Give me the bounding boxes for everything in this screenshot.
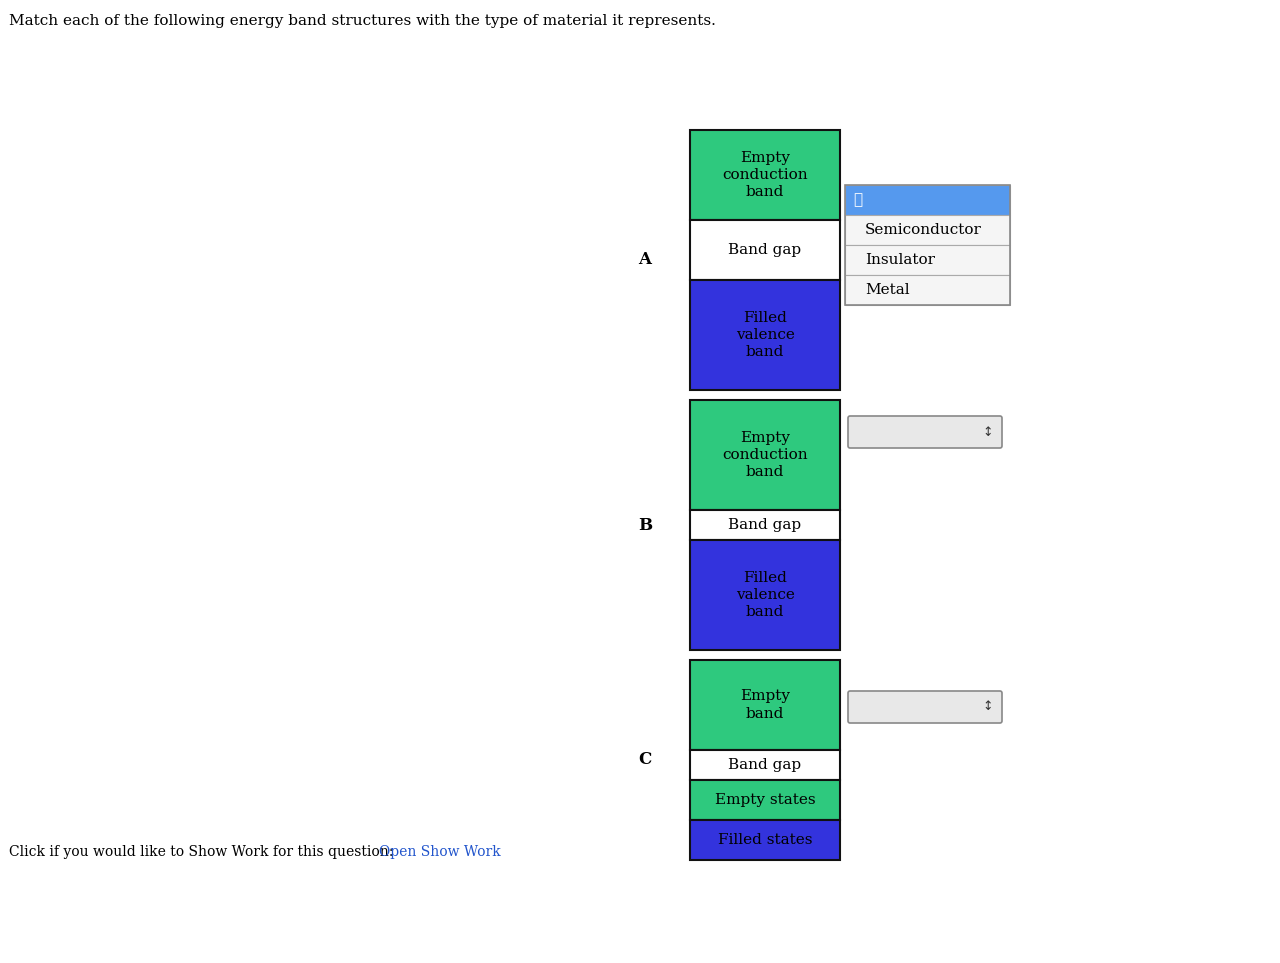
Text: B: B	[637, 516, 652, 534]
Text: Empty
band: Empty band	[740, 690, 790, 720]
Bar	[690, 750, 840, 780]
Text: ↕: ↕	[983, 426, 993, 438]
Text: Empty states: Empty states	[714, 793, 815, 807]
Bar	[690, 510, 840, 540]
Text: C: C	[639, 751, 652, 768]
Bar	[690, 130, 840, 220]
Bar	[690, 660, 840, 750]
Bar	[690, 280, 840, 390]
Text: Band gap: Band gap	[728, 758, 801, 772]
Text: A: A	[639, 251, 652, 269]
Text: ↕: ↕	[983, 700, 993, 714]
Text: Click if you would like to Show Work for this question:: Click if you would like to Show Work for…	[9, 845, 393, 859]
Text: Semiconductor: Semiconductor	[865, 223, 982, 237]
Text: Band gap: Band gap	[728, 243, 801, 257]
Bar	[845, 185, 1010, 215]
Text: Open Show Work: Open Show Work	[379, 845, 500, 859]
Bar	[690, 220, 840, 280]
Text: Band gap: Band gap	[728, 518, 801, 532]
FancyBboxPatch shape	[849, 416, 1002, 448]
Text: Empty
conduction
band: Empty conduction band	[722, 430, 808, 480]
Text: Empty
conduction
band: Empty conduction band	[722, 150, 808, 199]
Bar	[845, 275, 1010, 305]
Text: Match each of the following energy band structures with the type of material it : Match each of the following energy band …	[9, 14, 716, 28]
Text: Filled states: Filled states	[718, 833, 813, 847]
Bar	[690, 820, 840, 860]
Bar	[845, 215, 1010, 245]
Bar	[690, 400, 840, 510]
Text: ✓: ✓	[852, 193, 863, 207]
FancyBboxPatch shape	[849, 691, 1002, 723]
Text: Filled
valence
band: Filled valence band	[736, 571, 795, 619]
Bar	[690, 780, 840, 820]
Text: Metal: Metal	[865, 283, 910, 297]
Bar	[845, 185, 1010, 305]
Bar	[690, 540, 840, 650]
Text: Filled
valence
band: Filled valence band	[736, 311, 795, 359]
Bar	[845, 245, 1010, 275]
Text: Insulator: Insulator	[865, 253, 934, 267]
